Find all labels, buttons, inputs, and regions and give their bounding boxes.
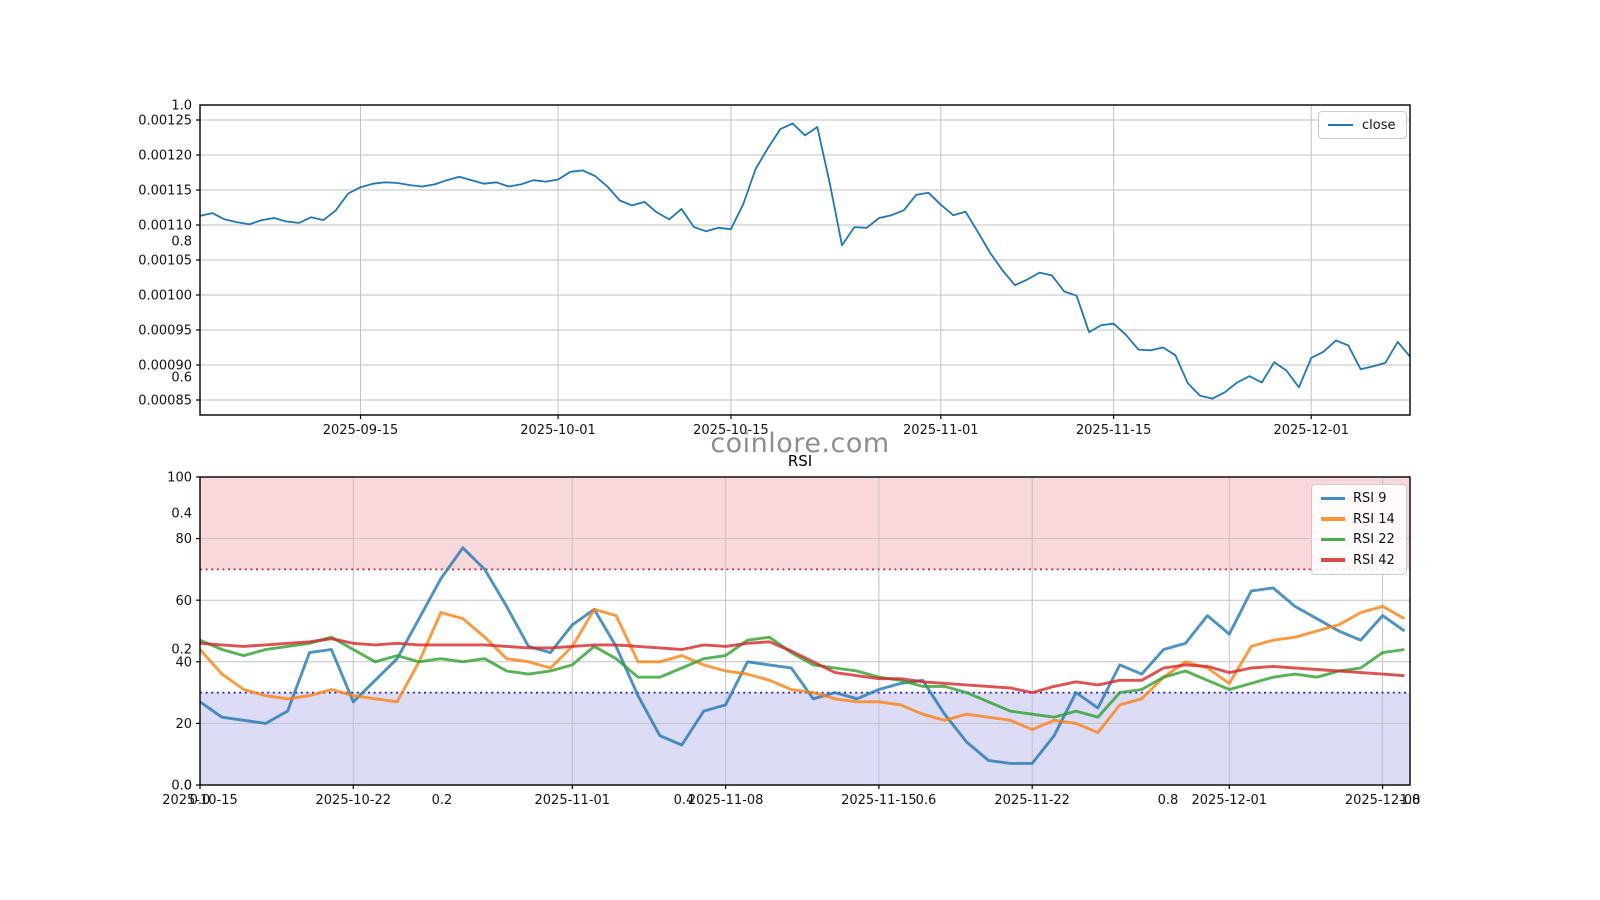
overlay-y-label: 0.2 <box>171 643 192 658</box>
rsi-x-tick-label: 2025-11-08 <box>688 793 764 808</box>
rsi-legend-label: RSI 42 <box>1353 552 1395 568</box>
price-x-tick-label: 2025-09-15 <box>323 423 399 438</box>
price-y-tick-label: 0.00105 <box>138 254 192 269</box>
rsi-x-tick-label: 2025-11-22 <box>994 793 1070 808</box>
overlay-y-label: 1.0 <box>171 99 192 114</box>
rsi-legend-label: RSI 14 <box>1353 511 1395 527</box>
rsi-legend-label: RSI 9 <box>1353 491 1387 506</box>
price-y-tick-label: 0.00125 <box>138 114 192 129</box>
rsi-legend-label: RSI 22 <box>1353 532 1395 547</box>
rsi-x-tick-label: 2025-10-22 <box>316 793 392 808</box>
rsi-line-swatch <box>1321 517 1345 521</box>
price-y-tick-label: 0.00095 <box>138 324 192 339</box>
rsi-x-tick-label: 2025-11-01 <box>535 793 611 808</box>
overlay-x-label: 0.8 <box>1158 793 1179 808</box>
price-x-tick-label: 2025-11-01 <box>903 423 979 438</box>
rsi-legend-item: RSI 42 <box>1321 553 1397 568</box>
price-chart: 0.00125 0.00120 0.00115 0.00110 0.00105 0.001… <box>138 104 1411 438</box>
close-line-swatch <box>1328 124 1353 126</box>
rsi-line-swatch <box>1321 558 1345 562</box>
overlay-x-label: 0.4 <box>674 793 695 808</box>
price-x-tick-label: 2025-11-15 <box>1076 423 1152 438</box>
rsi-legend: RSI 9 RSI 14 RSI 22 RSI 42 <box>1311 484 1407 575</box>
rsi-line-rsi-9 <box>199 546 1406 765</box>
overlay-x-label: 0.2 <box>432 793 453 808</box>
price-y-tick-label: 0.00110 <box>138 219 192 234</box>
rsi-y-tick-label: 60 <box>175 594 192 609</box>
price-y-tick-label: 0.00100 <box>138 289 192 304</box>
overlay-axis-labels: 1.0 0.8 0.6 0.4 0.2 0.00.0 0.2 0.4 0.6 0.8 1.0 <box>171 99 1420 808</box>
price-x-tick-label: 2025-10-15 <box>693 423 769 438</box>
overbought-band <box>200 477 1410 570</box>
rsi-legend-item: RSI 9 <box>1321 491 1397 506</box>
rsi-y-tick-label: 20 <box>175 717 192 732</box>
oversold-band <box>200 692 1410 785</box>
close-line <box>199 122 1411 400</box>
price-y-tick-label: 0.00115 <box>138 184 192 199</box>
price-legend-label: close <box>1362 117 1396 133</box>
rsi-x-tick-label: 2025-12-08 <box>1345 793 1421 808</box>
rsi-line-rsi-22 <box>199 635 1405 719</box>
price-x-tick-label: 2025-10-01 <box>520 423 596 438</box>
watermark: coinlore.com <box>710 428 890 459</box>
price-x-tick-label: 2025-12-01 <box>1273 423 1349 438</box>
rsi-line-swatch <box>1321 496 1345 501</box>
rsi-y-tick-label: 80 <box>175 532 192 547</box>
price-y-tick-label: 0.00090 <box>138 359 192 374</box>
rsi-section-title: RSI <box>787 452 813 470</box>
overlay-y-label: 0.6 <box>171 371 192 386</box>
rsi-y-tick-label: 100 <box>167 471 192 486</box>
overlay-y-label: 0.4 <box>171 507 192 522</box>
rsi-x-tick-label: 2025-11-15 <box>841 793 917 808</box>
rsi-line-rsi-42 <box>199 637 1405 695</box>
rsi-x-tick-label: 2025-12-01 <box>1192 793 1268 808</box>
rsi-y-tick-label: 0 <box>184 779 192 794</box>
price-y-tick-label: 0.00120 <box>138 149 192 164</box>
price-y-tick-label: 0.00085 <box>138 394 192 409</box>
overlay-x-label: 0.6 <box>916 793 937 808</box>
overlay-y-label: 0.0 <box>171 779 192 794</box>
price-legend: close <box>1318 111 1407 139</box>
overlay-x-label: 1.0 <box>1400 793 1421 808</box>
overlay-x-label: 0.0 <box>190 793 211 808</box>
rsi-y-tick-label: 40 <box>175 655 192 670</box>
overlay-y-label: 0.8 <box>171 235 192 250</box>
rsi-legend-item: RSI 22 <box>1321 532 1397 547</box>
rsi-x-tick-label: 2025-10-15 <box>162 793 238 808</box>
rsi-line-swatch <box>1321 537 1345 542</box>
rsi-legend-item: RSI 14 <box>1321 512 1397 527</box>
